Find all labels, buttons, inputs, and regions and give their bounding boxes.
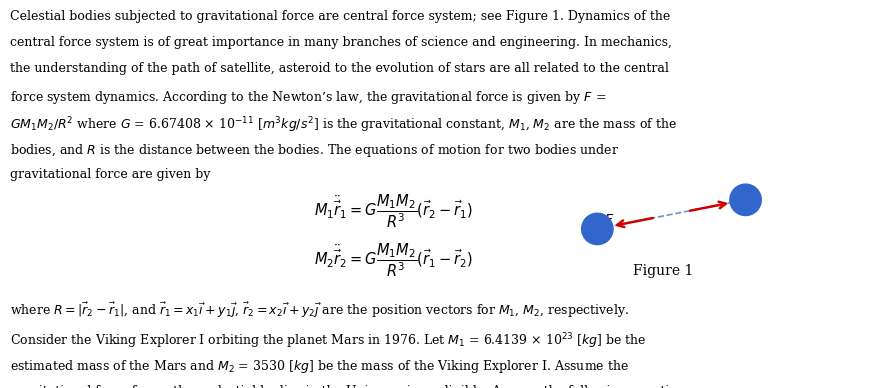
- Ellipse shape: [582, 213, 613, 244]
- Text: $F$: $F$: [603, 213, 614, 227]
- Text: gravitational force from other celestial bodies in the Universe is negligible. A: gravitational force from other celestial…: [10, 385, 696, 388]
- Text: $F$: $F$: [738, 187, 747, 201]
- Text: central force system is of great importance in many branches of science and engi: central force system is of great importa…: [10, 36, 672, 49]
- Text: $M_2\ddot{\vec{r}}_2 = G\dfrac{M_1 M_2}{R^3}(\vec{r}_1 - \vec{r}_2)$: $M_2\ddot{\vec{r}}_2 = G\dfrac{M_1 M_2}{…: [314, 241, 473, 279]
- Text: $\mathit{GM_1M_2/R^2}$ where $\mathit{G}$ = 6.67408 × 10$^{-11}$ [$m^3kg/s^2$] i: $\mathit{GM_1M_2/R^2}$ where $\mathit{G}…: [10, 115, 678, 135]
- Text: $M_1\ddot{\vec{r}}_1 = G\dfrac{M_1 M_2}{R^3}(\vec{r}_2 - \vec{r}_1)$: $M_1\ddot{\vec{r}}_1 = G\dfrac{M_1 M_2}{…: [314, 192, 473, 230]
- Text: estimated mass of the Mars and $M_2$ = 3530 [$kg$] be the mass of the Viking Exp: estimated mass of the Mars and $M_2$ = 3…: [10, 358, 630, 375]
- Text: Figure 1: Figure 1: [632, 264, 693, 278]
- Ellipse shape: [730, 184, 761, 215]
- Text: bodies, and $\mathit{R}$ is the distance between the bodies. The equations of mo: bodies, and $\mathit{R}$ is the distance…: [10, 142, 619, 159]
- Text: gravitational force are given by: gravitational force are given by: [10, 168, 211, 181]
- Text: the understanding of the path of satellite, asteroid to the evolution of stars a: the understanding of the path of satelli…: [10, 62, 670, 76]
- Text: Celestial bodies subjected to gravitational force are central force system; see : Celestial bodies subjected to gravitatio…: [10, 10, 671, 23]
- Text: force system dynamics. According to the Newton’s law, the gravitational force is: force system dynamics. According to the …: [10, 89, 607, 106]
- Text: Consider the Viking Explorer I orbiting the planet Mars in 1976. Let $M_1$ = 6.4: Consider the Viking Explorer I orbiting …: [10, 332, 647, 352]
- Text: where $R = |\vec{r}_2 - \vec{r}_1|$, and $\vec{r}_1 = x_1\vec{\imath} + y_1\vec{: where $R = |\vec{r}_2 - \vec{r}_1|$, and…: [10, 301, 630, 320]
